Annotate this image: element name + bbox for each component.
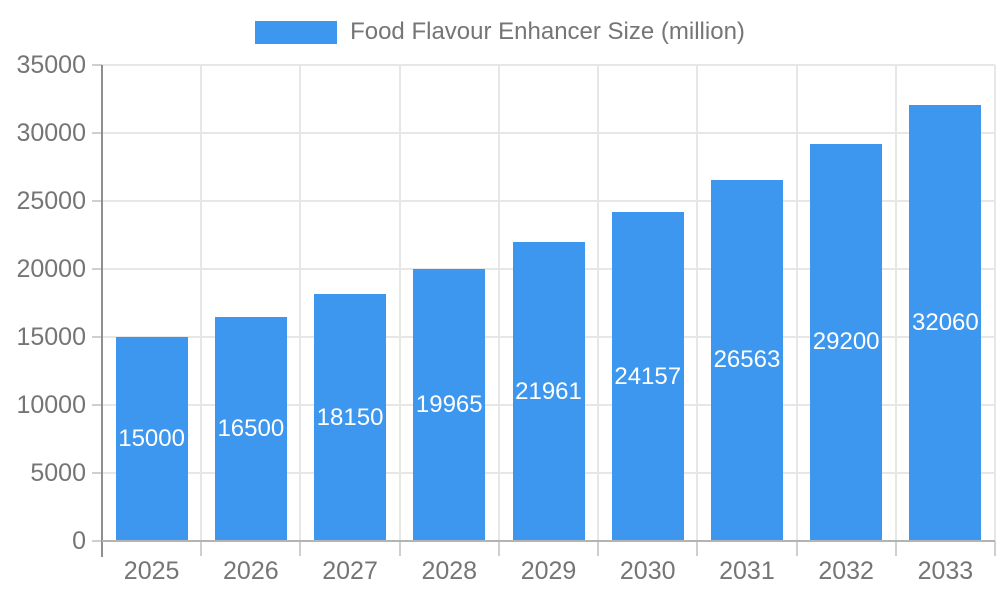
- x-axis-tick: [597, 541, 600, 556]
- v-gridline: [696, 65, 699, 541]
- v-gridline: [994, 65, 996, 541]
- v-gridline: [795, 65, 798, 541]
- y-axis-tick: [92, 540, 102, 542]
- bar-value-label: 15000: [118, 425, 185, 452]
- v-gridline: [398, 65, 401, 541]
- y-axis-tick: [92, 268, 102, 270]
- bar-2025[interactable]: 15000: [115, 337, 188, 541]
- v-gridline: [894, 65, 897, 541]
- bar-value-label: 26563: [713, 346, 781, 374]
- h-gridline: [102, 200, 995, 202]
- y-axis-line: [101, 65, 103, 557]
- y-tick-label: 0: [72, 527, 86, 555]
- x-tick-label: 2032: [818, 557, 874, 585]
- bar-2030[interactable]: 24157: [611, 212, 684, 541]
- y-tick-label: 35000: [16, 51, 86, 79]
- x-tick-label: 2027: [322, 557, 378, 585]
- y-axis-tick: [92, 200, 102, 202]
- bar-value-label: 32060: [912, 308, 979, 336]
- x-tick-label: 2029: [520, 557, 577, 585]
- h-gridline: [102, 64, 995, 66]
- legend-label: Food Flavour Enhancer Size (million): [350, 18, 745, 45]
- y-tick-label: 10000: [16, 391, 86, 419]
- y-tick-label: 15000: [16, 323, 86, 351]
- legend-swatch: [255, 20, 338, 44]
- v-gridline: [200, 65, 203, 541]
- bar-2029[interactable]: 21961: [512, 242, 585, 541]
- x-axis-tick: [696, 541, 699, 556]
- y-tick-label: 30000: [16, 119, 86, 147]
- bar-2033[interactable]: 32060: [909, 104, 982, 541]
- bar-2026[interactable]: 16500: [214, 316, 287, 541]
- bar-value-label: 18150: [316, 403, 384, 431]
- bar-2032[interactable]: 29200: [810, 143, 883, 541]
- y-tick-label: 5000: [30, 459, 86, 487]
- legend-item[interactable]: Food Flavour Enhancer Size (million): [0, 15, 1000, 49]
- bar-2028[interactable]: 19965: [413, 269, 486, 541]
- x-tick-label: 2033: [917, 557, 974, 585]
- x-axis-tick: [299, 541, 302, 556]
- bar-value-label: 16500: [217, 414, 285, 442]
- x-axis-tick: [497, 541, 500, 556]
- y-tick-label: 20000: [16, 255, 86, 283]
- bar-2027[interactable]: 18150: [314, 294, 387, 541]
- y-axis-tick: [92, 472, 102, 474]
- bar-value-label: 21961: [515, 377, 582, 405]
- v-gridline: [299, 65, 302, 541]
- y-axis-tick: [92, 336, 102, 338]
- y-tick-label: 25000: [16, 187, 86, 215]
- x-tick-label: 2030: [619, 557, 676, 585]
- bar-value-label: 19965: [415, 391, 483, 419]
- x-tick-label: 2028: [421, 557, 478, 585]
- bar-2031[interactable]: 26563: [710, 179, 783, 541]
- h-gridline: [102, 132, 995, 134]
- x-tick-label: 2031: [719, 557, 775, 585]
- y-axis-tick: [92, 404, 102, 406]
- y-axis-tick: [92, 132, 102, 134]
- bar-value-label: 24157: [614, 362, 682, 390]
- x-axis-tick: [200, 541, 203, 556]
- x-tick-label: 2026: [223, 557, 279, 585]
- x-axis-tick: [398, 541, 401, 556]
- x-axis-tick: [894, 541, 897, 556]
- x-axis-tick: [994, 541, 996, 556]
- x-axis-tick: [795, 541, 798, 556]
- v-gridline: [497, 65, 500, 541]
- y-axis-tick: [92, 64, 102, 66]
- v-gridline: [597, 65, 600, 541]
- x-axis-line: [102, 540, 995, 542]
- bar-value-label: 29200: [812, 328, 880, 356]
- x-tick-label: 2025: [123, 557, 180, 585]
